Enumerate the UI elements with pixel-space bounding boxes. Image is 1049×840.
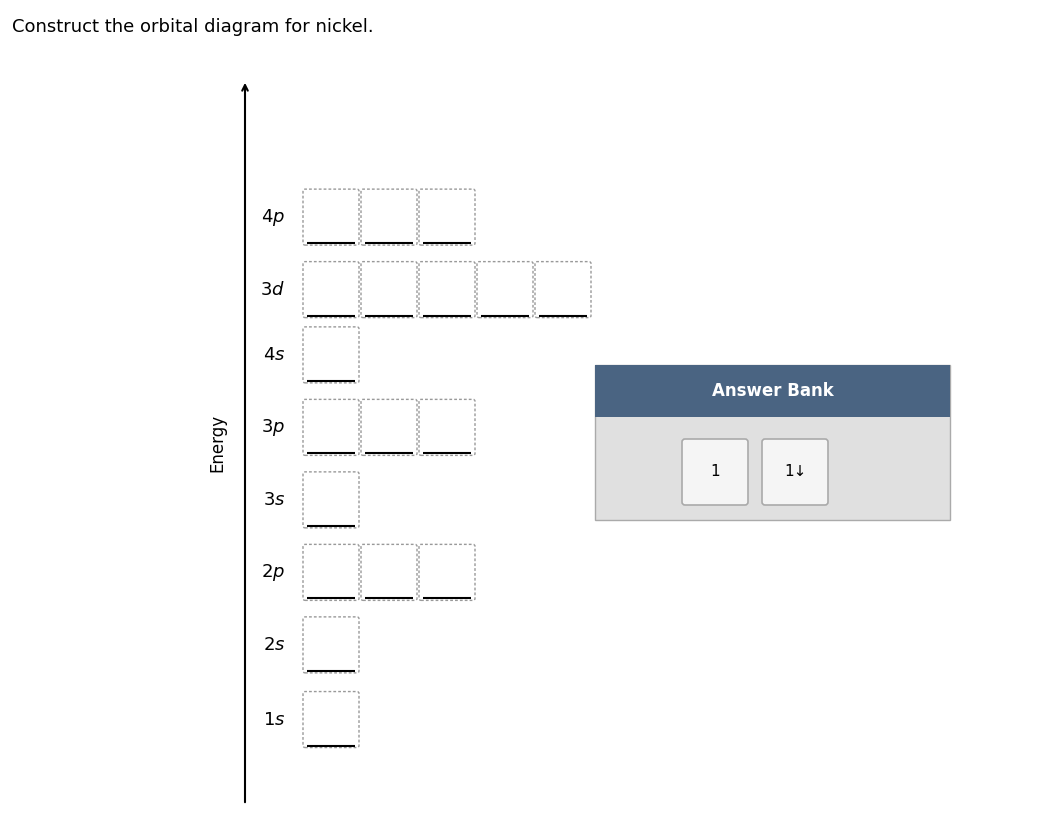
FancyBboxPatch shape: [303, 544, 359, 601]
Text: $\mathit{1s}$: $\mathit{1s}$: [262, 711, 285, 728]
Text: Construct the orbital diagram for nickel.: Construct the orbital diagram for nickel…: [12, 18, 373, 36]
Text: $\mathit{4s}$: $\mathit{4s}$: [262, 346, 285, 364]
FancyBboxPatch shape: [303, 189, 359, 245]
FancyBboxPatch shape: [303, 472, 359, 528]
FancyBboxPatch shape: [303, 327, 359, 383]
Text: $\mathit{3p}$: $\mathit{3p}$: [261, 417, 285, 438]
Text: $\mathit{2s}$: $\mathit{2s}$: [262, 636, 285, 654]
FancyBboxPatch shape: [535, 261, 591, 318]
FancyBboxPatch shape: [419, 399, 475, 455]
Text: Answer Bank: Answer Bank: [711, 382, 833, 400]
FancyBboxPatch shape: [477, 261, 533, 318]
Text: 1↓: 1↓: [784, 465, 807, 480]
FancyBboxPatch shape: [419, 189, 475, 245]
FancyBboxPatch shape: [361, 544, 418, 601]
FancyBboxPatch shape: [361, 261, 418, 318]
FancyBboxPatch shape: [361, 189, 418, 245]
Text: $\mathit{3d}$: $\mathit{3d}$: [260, 281, 285, 299]
Bar: [595, 365, 950, 417]
FancyBboxPatch shape: [303, 261, 359, 318]
FancyBboxPatch shape: [361, 399, 418, 455]
FancyBboxPatch shape: [682, 439, 748, 505]
Bar: [595, 365, 950, 520]
Text: $\mathit{2p}$: $\mathit{2p}$: [261, 562, 285, 583]
Text: 1: 1: [710, 465, 720, 480]
Text: Energy: Energy: [208, 413, 226, 471]
Text: $\mathit{4p}$: $\mathit{4p}$: [261, 207, 285, 228]
Text: $\mathit{3s}$: $\mathit{3s}$: [262, 491, 285, 509]
FancyBboxPatch shape: [303, 691, 359, 748]
FancyBboxPatch shape: [303, 617, 359, 673]
FancyBboxPatch shape: [419, 544, 475, 601]
FancyBboxPatch shape: [419, 261, 475, 318]
FancyBboxPatch shape: [303, 399, 359, 455]
FancyBboxPatch shape: [762, 439, 828, 505]
